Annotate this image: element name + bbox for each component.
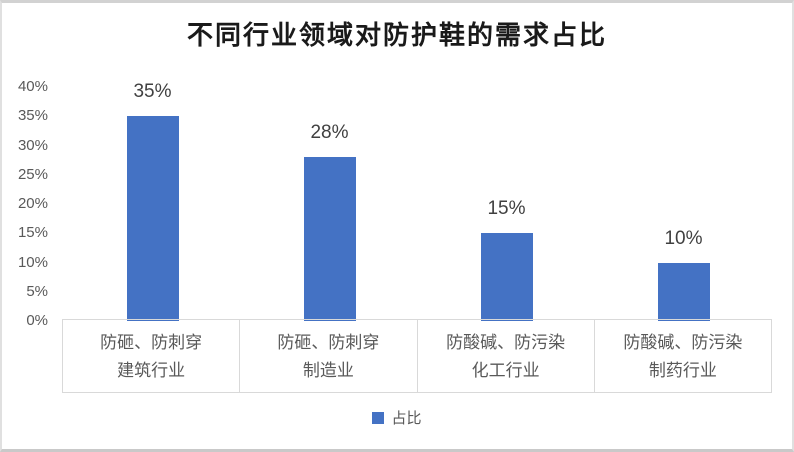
legend-label: 占比 (391, 410, 422, 427)
y-tick-label: 35% (17, 107, 48, 125)
legend-swatch-icon (372, 411, 385, 424)
bar-value-label: 10% (664, 227, 703, 249)
y-tick-label: 20% (17, 195, 48, 212)
x-axis-category-box: 防砸、防刺穿 建筑行业 防砸、防刺穿 制造业 防酸碱、防污染 化工行业 防酸碱、防污染 制药行… (62, 319, 772, 393)
bar-value-label: 35% (133, 81, 172, 103)
y-tick-label: 25% (17, 165, 48, 183)
y-tick-label: 5% (26, 282, 48, 300)
bar-2 (303, 157, 356, 321)
x-category-line1: 防砸、防刺穿 (277, 333, 380, 352)
bar-3 (480, 233, 533, 321)
bar-1 (126, 116, 179, 321)
x-category-cell-2: 防砸、防刺穿 制造业 (239, 320, 416, 392)
y-tick-label: 40% (17, 78, 48, 95)
y-tick-label: 30% (17, 136, 48, 154)
x-category-line2: 化工行业 (471, 361, 540, 380)
x-category-line1: 防酸碱、防污染 (446, 333, 566, 352)
bar-value-label: 28% (310, 122, 349, 144)
y-tick-label: 10% (17, 253, 48, 271)
legend: 占比 (2, 407, 792, 428)
x-category-cell-3: 防酸碱、防污染 化工行业 (416, 320, 594, 392)
y-tick-label: 15% (17, 224, 48, 242)
chart-title: 不同行业领域对防护鞋的需求占比 (186, 21, 607, 50)
x-category-line2: 制药行业 (648, 361, 717, 380)
bar-4 (657, 262, 710, 321)
bar-value-label: 15% (487, 198, 526, 220)
x-category-line2: 制造业 (302, 361, 354, 380)
x-category-cell-1: 防砸、防刺穿 建筑行业 (63, 320, 239, 392)
y-tick-label: 0% (26, 312, 48, 329)
x-category-cell-4: 防酸碱、防污染 制药行业 (593, 320, 771, 392)
x-category-line1: 防砸、防刺穿 (100, 333, 203, 352)
x-category-line2: 建筑行业 (117, 361, 186, 380)
x-category-line1: 防酸碱、防污染 (623, 333, 743, 352)
